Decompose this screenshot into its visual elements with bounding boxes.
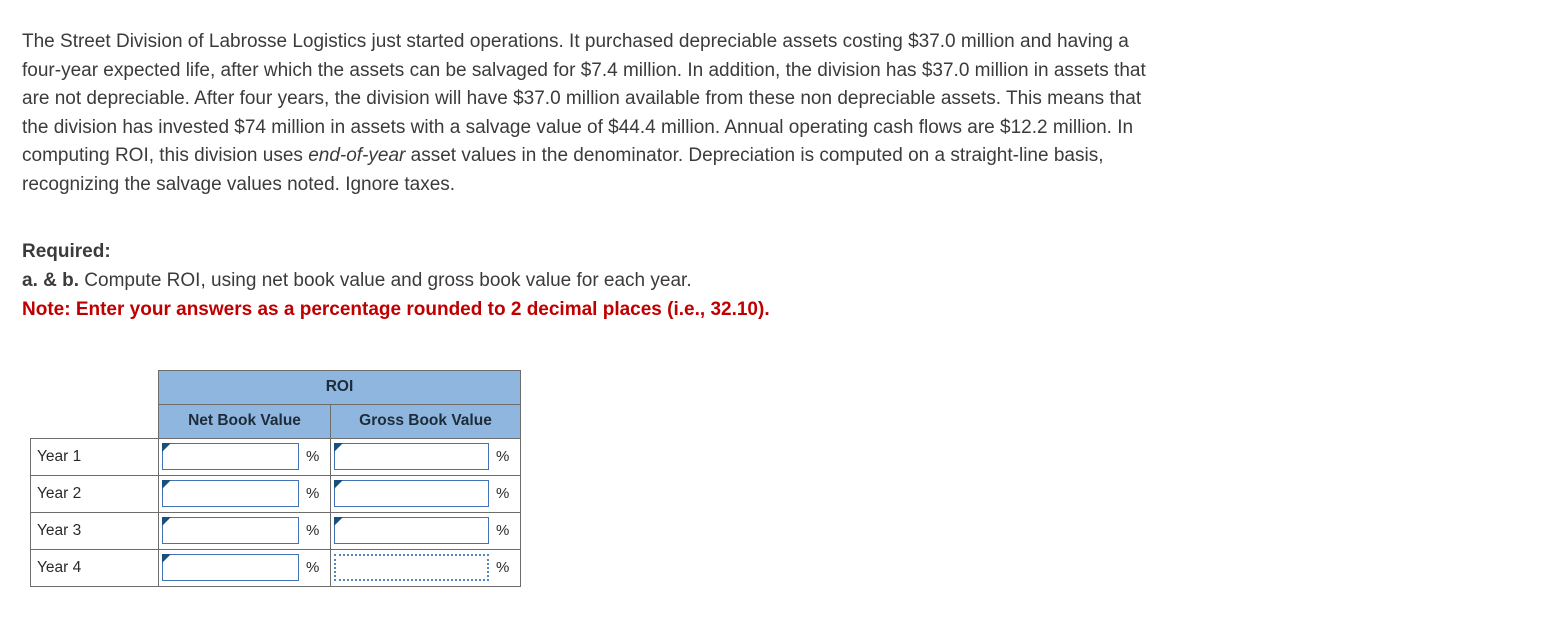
- gross-book-value-input-year-1[interactable]: [334, 443, 489, 471]
- net-book-value-input-year-2[interactable]: [162, 480, 299, 508]
- net-book-value-cell-year-3: %: [158, 511, 331, 550]
- percent-label: %: [306, 522, 320, 540]
- col-header-gross-book-value: Gross Book Value: [330, 403, 521, 439]
- net-book-value-input-year-3[interactable]: [162, 517, 299, 545]
- required-section: Required: a. & b. Compute ROI, using net…: [22, 237, 1534, 324]
- problem-line-2: four-year expected life, after which the…: [22, 59, 1146, 81]
- percent-label: %: [496, 522, 510, 540]
- required-item-text: Compute ROI, using net book value and gr…: [79, 269, 692, 291]
- col-header-net-book-value: Net Book Value: [158, 403, 331, 439]
- percent-label: %: [306, 485, 320, 503]
- percent-label: %: [496, 448, 510, 466]
- roi-header-row: ROI: [30, 369, 521, 439]
- percent-label: %: [496, 485, 510, 503]
- row-label-year-3: Year 3: [30, 511, 159, 550]
- note-text: Note: Enter your answers as a percentage…: [22, 298, 770, 320]
- table-row-year-3: Year 3 % %: [30, 511, 521, 550]
- gross-book-value-cell-year-3: %: [330, 511, 521, 550]
- row-label-year-4: Year 4: [30, 548, 159, 587]
- net-book-value-cell-year-1: %: [158, 437, 331, 476]
- problem-line-5: computing ROI, this division uses end-of…: [22, 142, 1534, 171]
- gross-book-value-cell-year-2: %: [330, 474, 521, 513]
- percent-label: %: [496, 559, 510, 577]
- problem-line-4: the division has invested $74 million in…: [22, 116, 1134, 138]
- required-heading: Required:: [22, 240, 111, 262]
- roi-table: ROI Net Book Value Gross Book Value Year…: [30, 369, 521, 587]
- net-book-value-input-year-1[interactable]: [162, 443, 299, 471]
- table-row-year-2: Year 2 % %: [30, 474, 521, 513]
- gross-book-value-cell-year-4: %: [330, 548, 521, 587]
- roi-header: ROI: [158, 369, 521, 405]
- gross-book-value-input-year-2[interactable]: [334, 480, 489, 508]
- gross-book-value-cell-year-1: %: [330, 437, 521, 476]
- required-item-prefix: a. & b.: [22, 269, 80, 291]
- problem-line-3: are not depreciable. After four years, t…: [22, 88, 1142, 110]
- problem-line-1: The Street Division of Labrosse Logistic…: [22, 31, 1129, 52]
- column-header-row: Net Book Value Gross Book Value: [31, 403, 521, 439]
- problem-line-5-post: asset values in the denominator. Depreci…: [405, 145, 1104, 167]
- gross-book-value-input-year-4[interactable]: [334, 554, 489, 582]
- row-label-year-2: Year 2: [30, 474, 159, 513]
- net-book-value-cell-year-2: %: [158, 474, 331, 513]
- table-row-year-1: Year 1 % %: [30, 437, 521, 476]
- problem-line-6: recognizing the salvage values noted. Ig…: [22, 173, 456, 195]
- table-row-year-4: Year 4 % %: [30, 548, 521, 587]
- percent-label: %: [306, 559, 320, 577]
- percent-label: %: [306, 448, 320, 466]
- required-item: a. & b. Compute ROI, using net book valu…: [22, 266, 1534, 295]
- table-corner-cell: [30, 370, 159, 439]
- problem-line-5-pre: computing ROI, this division uses: [22, 145, 309, 167]
- row-label-year-1: Year 1: [30, 437, 159, 476]
- problem-line-5-italic: end-of-year: [308, 145, 406, 167]
- net-book-value-input-year-4[interactable]: [162, 554, 299, 582]
- gross-book-value-input-year-3[interactable]: [334, 517, 489, 545]
- problem-statement: The Street Division of Labrosse Logistic…: [22, 28, 1534, 200]
- net-book-value-cell-year-4: %: [158, 548, 331, 587]
- page: The Street Division of Labrosse Logistic…: [22, 28, 1534, 587]
